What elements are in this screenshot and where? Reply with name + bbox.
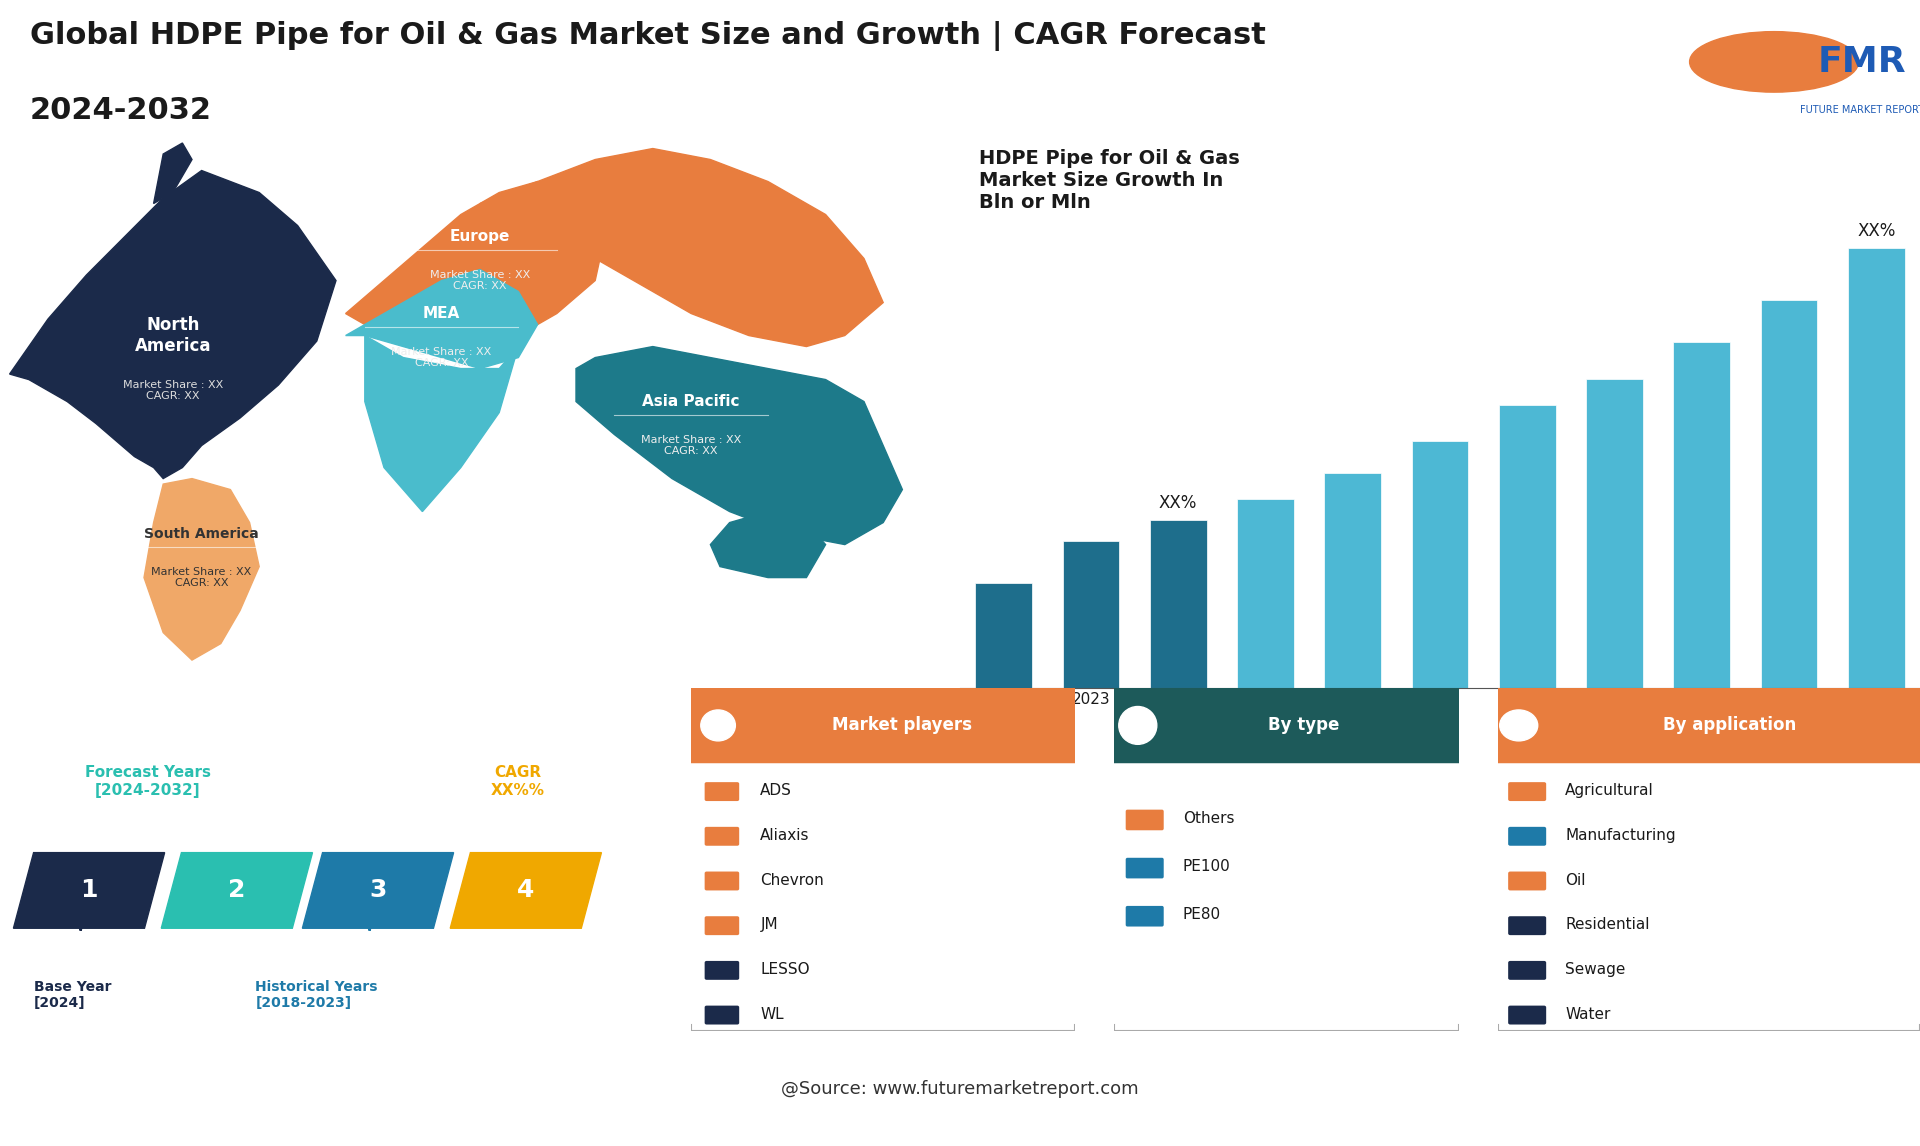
FancyBboxPatch shape <box>1509 917 1546 935</box>
Text: PE80: PE80 <box>1183 906 1221 923</box>
Text: ADS: ADS <box>760 783 793 799</box>
Polygon shape <box>10 171 336 479</box>
Bar <box>975 583 1033 688</box>
Text: 4: 4 <box>516 879 534 902</box>
Text: Base Year
[2024]: Base Year [2024] <box>35 980 111 1010</box>
Text: Global HDPE Pipe for Oil & Gas Market Size and Growth | CAGR Forecast: Global HDPE Pipe for Oil & Gas Market Si… <box>31 21 1265 50</box>
Text: Market players: Market players <box>833 716 972 735</box>
Text: Chevron: Chevron <box>760 872 824 888</box>
Text: PE100: PE100 <box>1183 858 1231 874</box>
Bar <box>1236 499 1294 688</box>
Polygon shape <box>161 853 313 928</box>
Text: Asia Pacific: Asia Pacific <box>643 394 739 409</box>
FancyBboxPatch shape <box>1106 688 1467 763</box>
Text: JM: JM <box>760 917 778 933</box>
Text: WL: WL <box>760 1006 783 1022</box>
FancyBboxPatch shape <box>1509 782 1546 801</box>
Circle shape <box>701 709 735 740</box>
Text: Agricultural: Agricultural <box>1565 783 1653 799</box>
Polygon shape <box>480 149 883 346</box>
Polygon shape <box>303 853 453 928</box>
Polygon shape <box>576 346 902 544</box>
FancyBboxPatch shape <box>705 960 739 980</box>
Text: Manufacturing: Manufacturing <box>1565 827 1676 843</box>
Text: South America: South America <box>144 526 259 541</box>
Text: FMR: FMR <box>1818 45 1907 79</box>
FancyBboxPatch shape <box>1509 1006 1546 1025</box>
Bar <box>1150 520 1206 688</box>
Polygon shape <box>449 853 601 928</box>
Text: North
America: North America <box>134 316 211 355</box>
Circle shape <box>1500 709 1538 740</box>
Text: Forecast Years
[2024-2032]: Forecast Years [2024-2032] <box>84 766 211 798</box>
Polygon shape <box>346 181 605 346</box>
Polygon shape <box>365 336 518 511</box>
Text: Others: Others <box>1183 810 1235 826</box>
Text: HDPE Pipe for Oil & Gas
Market Size Growth In
Bln or Mln: HDPE Pipe for Oil & Gas Market Size Grow… <box>979 149 1240 212</box>
Polygon shape <box>710 511 826 578</box>
Bar <box>1325 473 1380 688</box>
Text: FUTURE MARKET REPORT: FUTURE MARKET REPORT <box>1801 105 1920 115</box>
Circle shape <box>1119 706 1156 745</box>
Text: Oil: Oil <box>1565 872 1586 888</box>
Text: Market Share : XX
CAGR: XX: Market Share : XX CAGR: XX <box>430 269 530 291</box>
Bar <box>1761 300 1818 688</box>
Circle shape <box>1690 32 1859 92</box>
FancyBboxPatch shape <box>1490 688 1920 763</box>
Text: Residential: Residential <box>1565 917 1649 933</box>
Bar <box>1847 248 1905 688</box>
Text: Market Share : XX
CAGR: XX: Market Share : XX CAGR: XX <box>392 347 492 368</box>
Text: XX%: XX% <box>1857 221 1895 240</box>
FancyBboxPatch shape <box>705 827 739 846</box>
FancyBboxPatch shape <box>1125 857 1164 878</box>
Text: Aliaxis: Aliaxis <box>760 827 810 843</box>
Text: Europe: Europe <box>449 229 511 244</box>
Bar <box>1500 405 1555 688</box>
Text: Water: Water <box>1565 1006 1611 1022</box>
Bar <box>1586 378 1644 688</box>
Text: LESSO: LESSO <box>760 961 810 978</box>
Text: @Source: www.futuremarketreport.com: @Source: www.futuremarketreport.com <box>781 1080 1139 1098</box>
Polygon shape <box>346 269 538 369</box>
FancyBboxPatch shape <box>1509 960 1546 980</box>
FancyBboxPatch shape <box>705 917 739 935</box>
Text: MEA: MEA <box>422 306 461 321</box>
FancyBboxPatch shape <box>705 871 739 890</box>
FancyBboxPatch shape <box>1509 827 1546 846</box>
Polygon shape <box>144 479 259 660</box>
Text: Historical Years
[2018-2023]: Historical Years [2018-2023] <box>255 980 378 1010</box>
Polygon shape <box>13 853 165 928</box>
Bar <box>1062 541 1119 688</box>
Text: CAGR
XX%%: CAGR XX%% <box>490 766 545 798</box>
Text: Market Share : XX
CAGR: XX: Market Share : XX CAGR: XX <box>641 434 741 456</box>
FancyBboxPatch shape <box>705 782 739 801</box>
Text: 1: 1 <box>81 879 98 902</box>
Text: 3: 3 <box>369 879 386 902</box>
Bar <box>1411 441 1469 688</box>
Polygon shape <box>154 143 192 204</box>
FancyBboxPatch shape <box>1509 871 1546 890</box>
Text: Market Share : XX
CAGR: XX: Market Share : XX CAGR: XX <box>152 567 252 588</box>
Text: Market Share : XX
CAGR: XX: Market Share : XX CAGR: XX <box>123 379 223 401</box>
FancyBboxPatch shape <box>684 688 1083 763</box>
Text: 2: 2 <box>228 879 246 902</box>
Text: By type: By type <box>1267 716 1340 735</box>
Text: By application: By application <box>1663 716 1797 735</box>
Bar <box>1674 342 1730 688</box>
FancyBboxPatch shape <box>1125 905 1164 926</box>
FancyBboxPatch shape <box>1125 809 1164 830</box>
FancyBboxPatch shape <box>705 1006 739 1025</box>
Text: 2024-2032: 2024-2032 <box>31 96 211 125</box>
Text: Sewage: Sewage <box>1565 961 1626 978</box>
Text: XX%: XX% <box>1160 494 1198 512</box>
